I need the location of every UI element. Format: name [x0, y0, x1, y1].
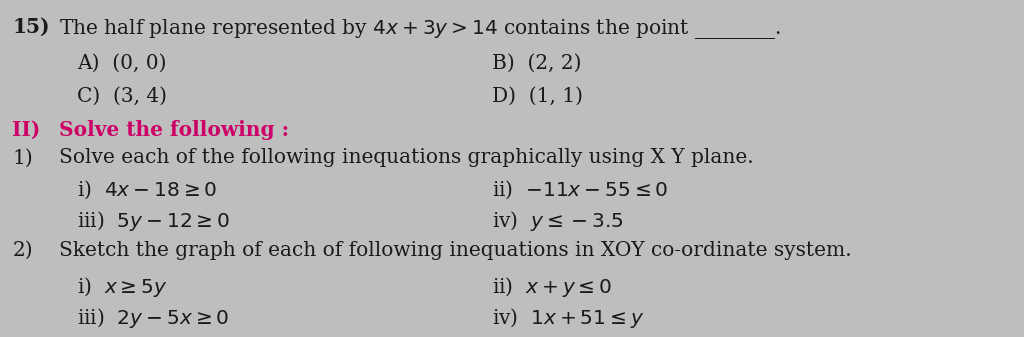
Text: 15): 15)	[12, 17, 50, 37]
Text: i)  $4x - 18 \geq 0$: i) $4x - 18 \geq 0$	[77, 179, 217, 202]
Text: The half plane represented by $4x + 3y > 14$ contains the point ________.: The half plane represented by $4x + 3y >…	[59, 17, 781, 41]
Text: iii)  $5y - 12 \geq 0$: iii) $5y - 12 \geq 0$	[77, 209, 230, 233]
Text: iii)  $2y - 5x \geq 0$: iii) $2y - 5x \geq 0$	[77, 306, 229, 331]
Text: iv)  $y \leq -3.5$: iv) $y \leq -3.5$	[492, 209, 624, 233]
Text: A)  (0, 0): A) (0, 0)	[77, 54, 166, 73]
Text: i)  $x \geq 5y$: i) $x \geq 5y$	[77, 275, 168, 299]
Text: ii)  $-11x - 55 \leq 0$: ii) $-11x - 55 \leq 0$	[492, 179, 668, 202]
Text: iv)  $1x + 51 \leq y$: iv) $1x + 51 \leq y$	[492, 306, 644, 331]
Text: Sketch the graph of each of following inequations in XOY co-ordinate system.: Sketch the graph of each of following in…	[59, 241, 852, 260]
Text: 1): 1)	[12, 149, 33, 167]
Text: B)  (2, 2): B) (2, 2)	[492, 54, 581, 73]
Text: Solve the following :: Solve the following :	[59, 120, 290, 140]
Text: 2): 2)	[12, 241, 33, 260]
Text: ii)  $x + y \leq 0$: ii) $x + y \leq 0$	[492, 275, 611, 299]
Text: D)  (1, 1): D) (1, 1)	[492, 86, 583, 105]
Text: Solve each of the following inequations graphically using X Y plane.: Solve each of the following inequations …	[59, 149, 754, 167]
Text: II): II)	[12, 120, 41, 140]
Text: C)  (3, 4): C) (3, 4)	[77, 86, 167, 105]
